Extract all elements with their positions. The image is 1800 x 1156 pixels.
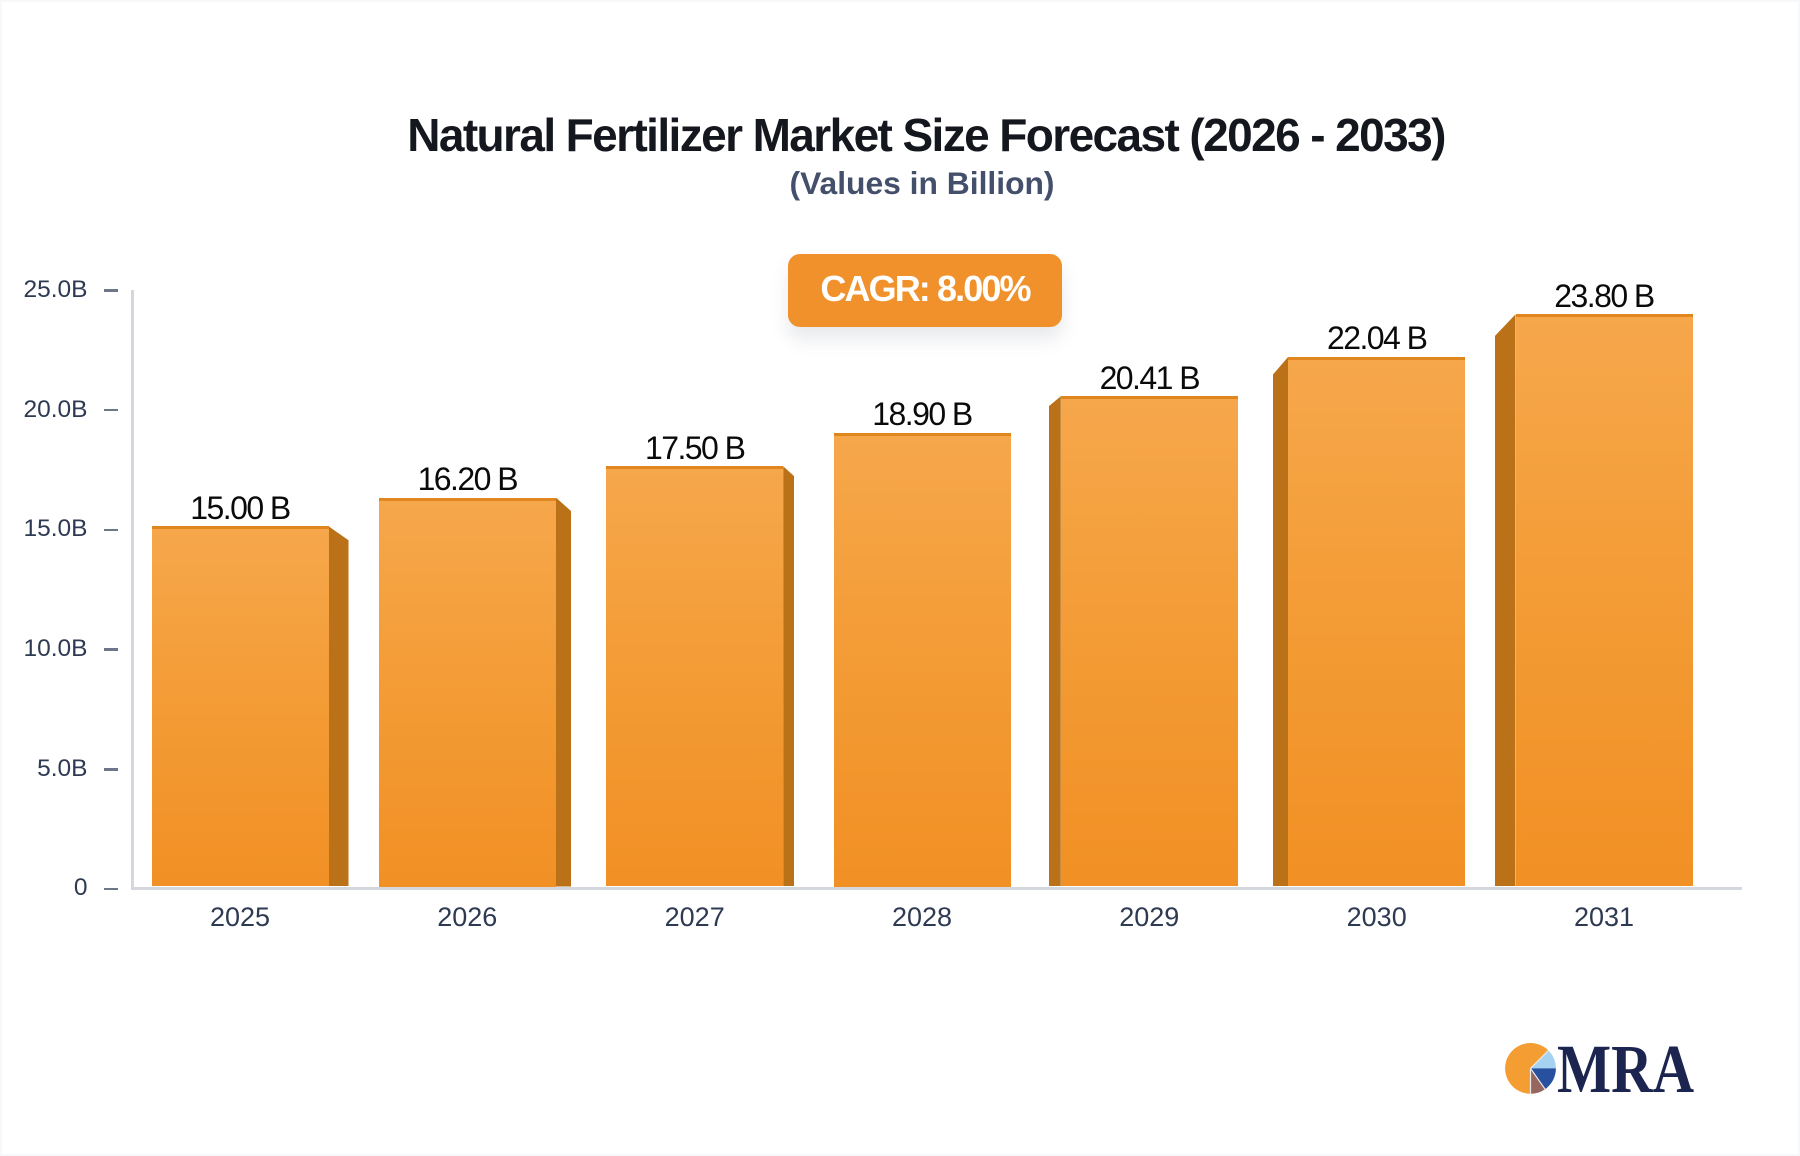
svg-text:MRA: MRA xyxy=(1557,1031,1694,1107)
